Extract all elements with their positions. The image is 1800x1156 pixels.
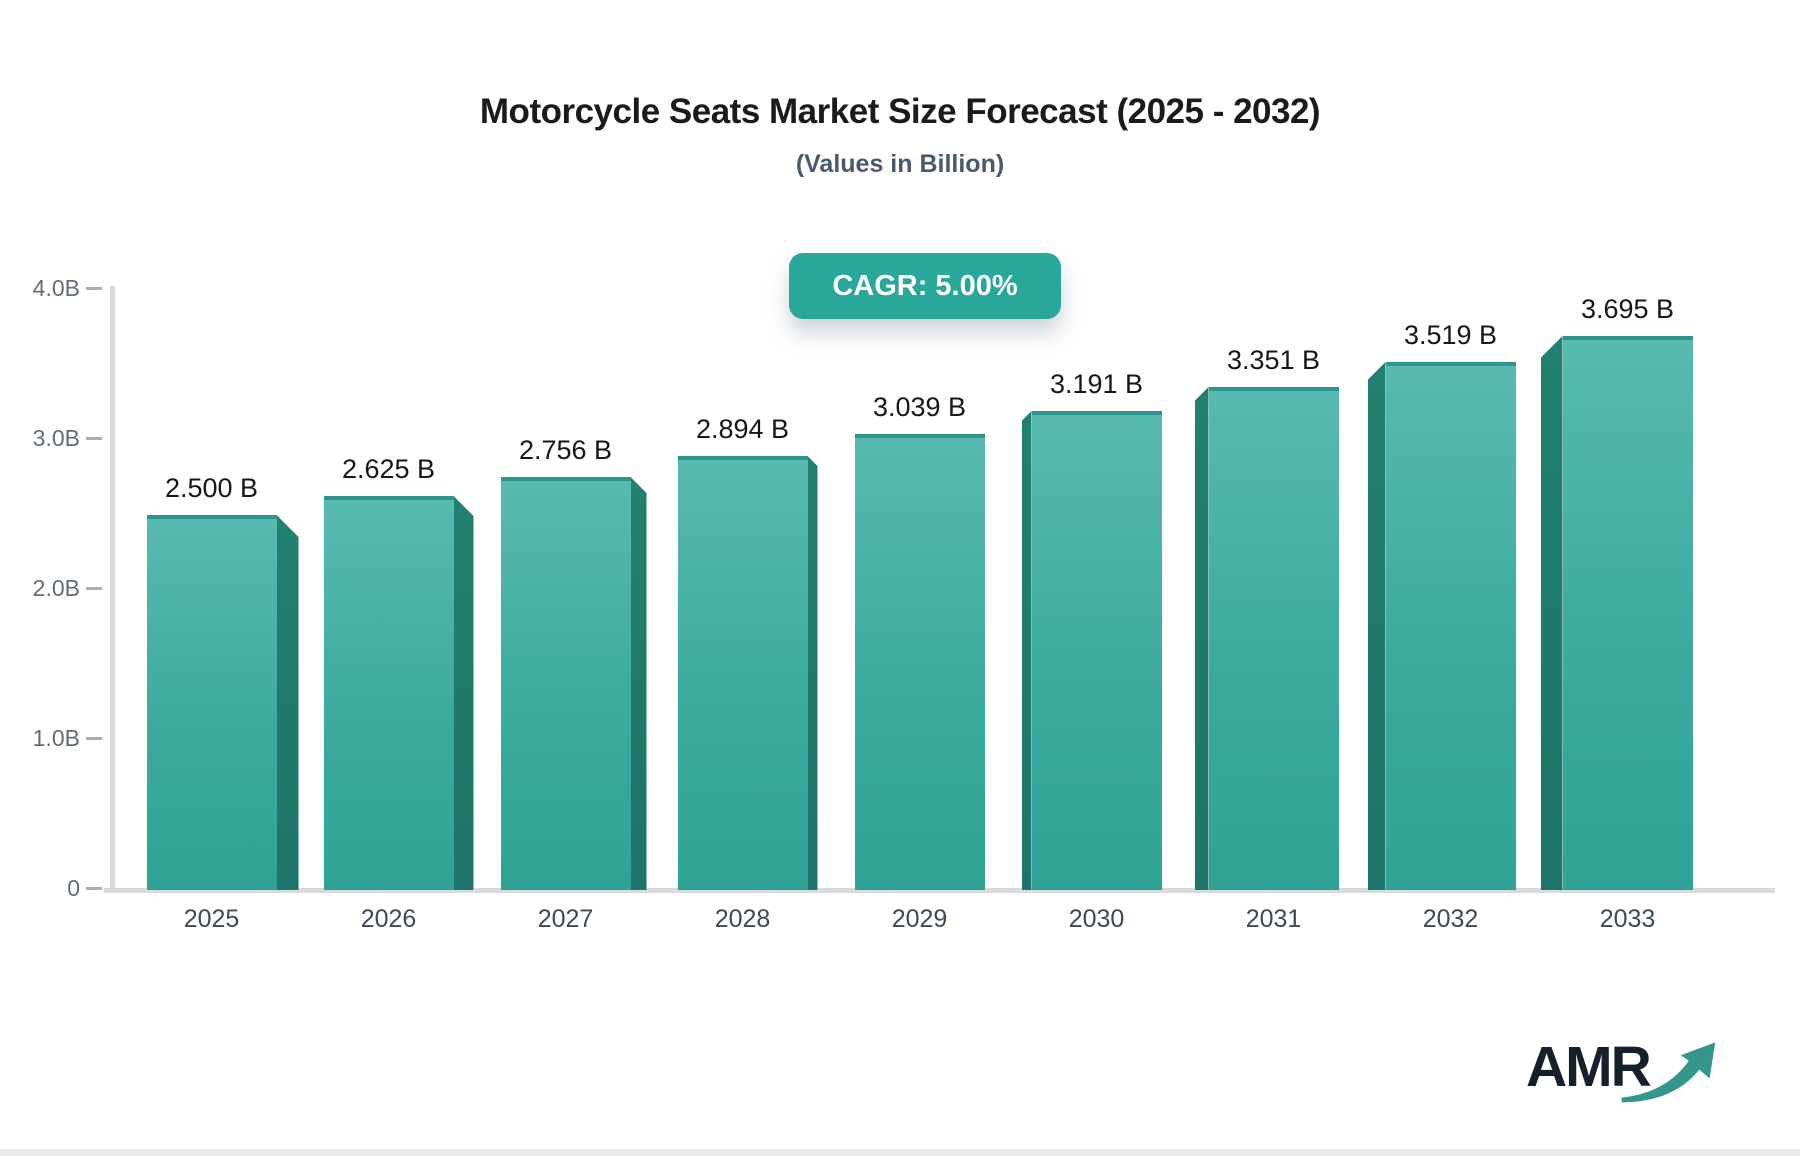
x-axis-label: 2029	[891, 905, 948, 933]
bar-2033	[1562, 336, 1693, 890]
bar-2031	[1208, 387, 1339, 890]
bar-value-label: 2.625 B	[341, 454, 436, 484]
bar-2030	[1031, 411, 1162, 890]
y-axis-tick-label: 3.0B	[32, 425, 80, 451]
bar-value-label: 2.894 B	[695, 414, 790, 444]
bar-2028	[677, 456, 808, 890]
bar-3d-side	[807, 456, 818, 890]
x-axis-baseline	[104, 888, 1775, 893]
bar-2026	[323, 496, 454, 890]
bar-value-label: 3.519 B	[1403, 320, 1498, 350]
x-axis-label: 2033	[1599, 905, 1656, 933]
bar-3d-side	[1540, 336, 1563, 890]
y-axis-tick-label: 0	[67, 875, 80, 901]
x-axis-label: 2032	[1422, 905, 1479, 933]
y-axis-line	[110, 286, 115, 893]
y-axis-tick-label: 4.0B	[32, 275, 80, 301]
x-axis-label: 2025	[183, 905, 240, 933]
y-axis-tick	[86, 437, 102, 440]
cagr-badge: CAGR: 5.00%	[789, 253, 1061, 319]
bar-3d-side	[1194, 387, 1209, 890]
y-axis-tick	[86, 737, 102, 740]
brand-logo: AMR	[1526, 1028, 1776, 1114]
growth-arrow-icon	[1621, 1042, 1716, 1103]
x-axis-label: 2028	[714, 905, 771, 933]
y-axis-tick	[86, 887, 102, 890]
x-axis-label: 2030	[1068, 905, 1125, 933]
bar-3d-side	[1021, 411, 1032, 890]
chart-subtitle: (Values in Billion)	[795, 150, 1005, 178]
bar-value-label: 2.500 B	[164, 473, 259, 503]
x-axis-label: 2027	[537, 905, 594, 933]
page-bottom-edge	[0, 1149, 1800, 1156]
y-axis-tick-label: 1.0B	[32, 725, 80, 751]
chart-title: Motorcycle Seats Market Size Forecast (2…	[479, 92, 1321, 131]
y-axis-tick	[86, 587, 102, 590]
bar-2032	[1385, 362, 1516, 890]
bar-2029	[854, 434, 985, 890]
y-axis-tick-label: 2.0B	[32, 575, 80, 601]
bar-value-label: 2.756 B	[518, 435, 613, 465]
bar-3d-side	[1367, 362, 1386, 890]
x-axis-label: 2026	[360, 905, 417, 933]
bar-3d-side	[276, 515, 299, 890]
bar-3d-side	[453, 496, 474, 890]
bar-2027	[500, 477, 631, 890]
bar-3d-side	[630, 477, 647, 890]
bar-value-label: 3.039 B	[872, 392, 967, 422]
y-axis-tick	[86, 287, 102, 290]
bar-value-label: 3.695 B	[1580, 294, 1675, 324]
bar-2025	[146, 515, 277, 890]
bar-value-label: 3.351 B	[1226, 345, 1321, 375]
x-axis-label: 2031	[1245, 905, 1302, 933]
brand-logo-text: AMR	[1526, 1035, 1652, 1099]
bar-value-label: 3.191 B	[1049, 369, 1144, 399]
